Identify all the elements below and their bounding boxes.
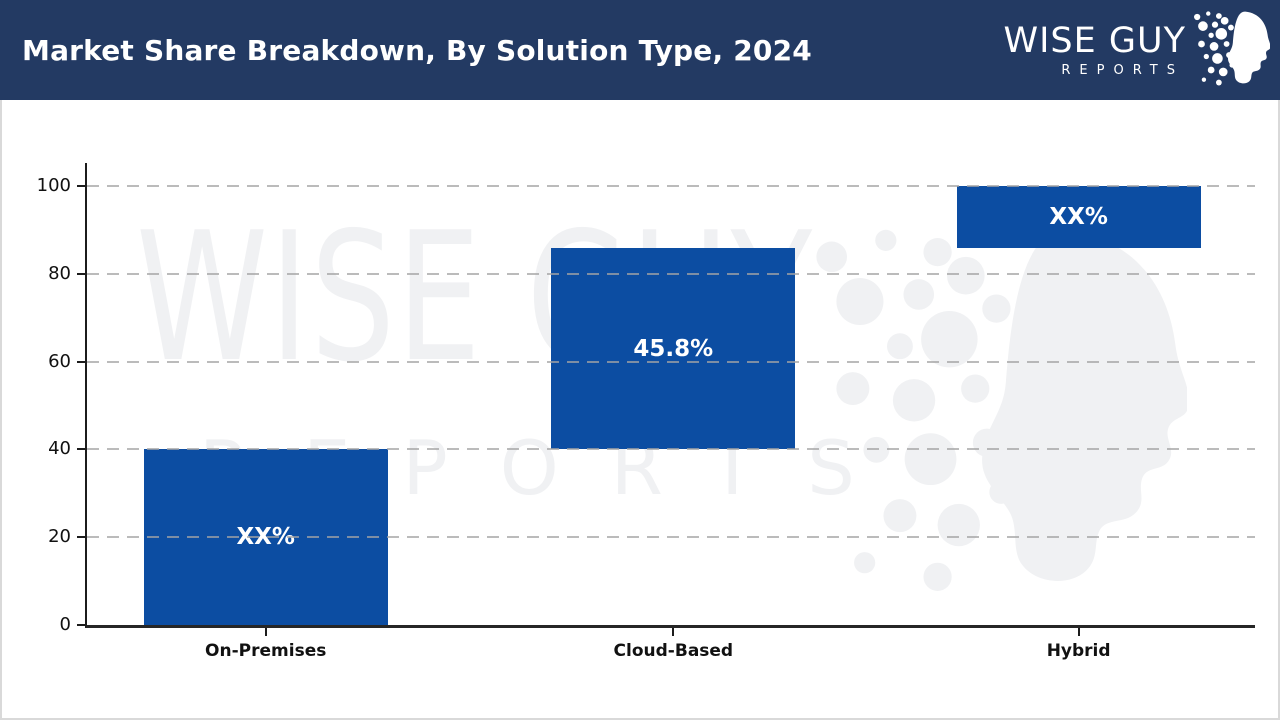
y-tick-label: 100 <box>36 175 71 196</box>
bar-value-label: XX% <box>1049 204 1108 231</box>
y-tick-label: 60 <box>48 350 71 372</box>
bars-layer: XX% 45.8% XX% <box>87 163 1255 625</box>
plot-area: WISE GUY REPORTS XX% 45.8% XX% On-Premises… <box>37 163 1255 661</box>
bar-value-label: 45.8% <box>633 335 714 362</box>
gridline-80 <box>87 272 1255 275</box>
gridline-100 <box>87 185 1255 187</box>
x-category-label: Hybrid <box>1046 641 1111 661</box>
logo-subtitle: REPORTS <box>1061 63 1184 78</box>
bar-hybrid: XX% <box>956 186 1201 249</box>
gridline-60 <box>87 360 1255 363</box>
gridline-20 <box>87 536 1255 539</box>
x-axis-tick <box>672 628 675 636</box>
y-axis-tick <box>77 448 85 451</box>
header-bar: Market Share Breakdown, By Solution Type… <box>0 0 1280 100</box>
y-tick-label: 80 <box>48 262 71 284</box>
logo-wordmark: WISE GUY <box>1003 21 1186 61</box>
gridline-40 <box>87 448 1255 451</box>
y-tick-label: 20 <box>48 526 71 548</box>
y-axis-tick <box>77 360 85 363</box>
y-axis-tick <box>77 272 85 275</box>
bar-cloud-based: 45.8% <box>551 248 796 450</box>
y-axis-tick <box>77 185 85 187</box>
y-axis-tick <box>77 536 85 539</box>
x-axis-tick <box>264 628 267 636</box>
page-title: Market Share Breakdown, By Solution Type… <box>22 34 812 67</box>
wiseguy-head-icon <box>1194 11 1270 86</box>
wiseguy-logo: WISE GUY REPORTS <box>1003 8 1270 92</box>
x-category-label: On-Premises <box>205 641 327 661</box>
y-tick-label: 40 <box>48 438 71 460</box>
y-tick-label: 0 <box>59 614 71 635</box>
y-axis-tick <box>77 624 85 626</box>
x-axis-tick <box>1077 628 1080 636</box>
wiseguy-logo-text: WISE GUY REPORTS <box>1003 21 1186 79</box>
x-category-label: Cloud-Based <box>613 641 734 661</box>
